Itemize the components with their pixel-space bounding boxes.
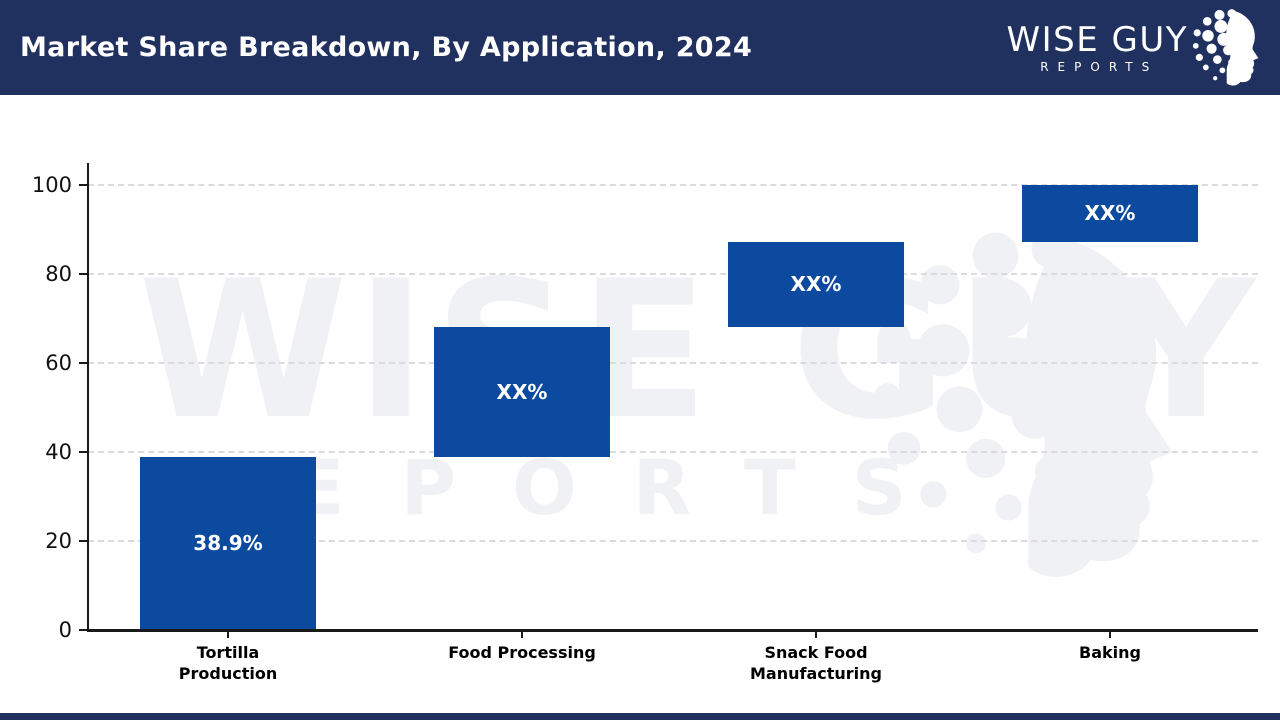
y-tick-mark xyxy=(79,362,88,364)
y-tick-label-0: 0 xyxy=(58,618,72,642)
x-tick-mark xyxy=(1109,630,1111,638)
header: Market Share Breakdown, By Application, … xyxy=(0,0,1280,95)
y-tick-label-60: 60 xyxy=(45,351,72,375)
y-tick-mark xyxy=(79,451,88,453)
category-label-tortilla-production: Tortilla Production xyxy=(178,643,278,683)
y-tick-mark xyxy=(79,540,88,542)
bar-value-label-baking: XX% xyxy=(1084,201,1136,226)
y-tick-label-100: 100 xyxy=(31,173,72,197)
y-tick-label-40: 40 xyxy=(45,440,72,464)
bar-snack-food-manufacturing xyxy=(728,241,904,327)
category-label-snack-food-manufacturing: Snack Food Manufacturing xyxy=(750,643,882,683)
gridline-40 xyxy=(88,451,1258,453)
wiseguy-head-icon xyxy=(1190,8,1262,88)
gridline-60 xyxy=(88,362,1258,364)
page-title: Market Share Breakdown, By Application, … xyxy=(20,32,753,63)
y-axis-line xyxy=(87,163,89,632)
logo-reports-text: REPORTS xyxy=(1040,59,1159,74)
category-label-baking: Baking xyxy=(1079,643,1141,662)
bar-value-label-snack-food-manufacturing: XX% xyxy=(790,272,842,297)
y-tick-mark xyxy=(79,184,88,186)
watermark-head-icon xyxy=(860,226,1190,586)
bar-baking xyxy=(1022,185,1198,242)
wiseguy-logo: WISE GUY REPORTS xyxy=(1006,8,1262,88)
category-label-food-processing: Food Processing xyxy=(448,643,596,662)
gridline-80 xyxy=(88,273,1258,275)
x-axis-line xyxy=(87,629,1258,632)
y-tick-label-20: 20 xyxy=(45,529,72,553)
y-tick-label-80: 80 xyxy=(45,262,72,286)
bar-tortilla-production xyxy=(140,456,316,630)
x-tick-mark xyxy=(815,630,817,638)
footer-bar xyxy=(0,713,1280,720)
gridline-100 xyxy=(88,184,1258,186)
x-tick-mark xyxy=(521,630,523,638)
y-tick-mark xyxy=(79,273,88,275)
gridline-20 xyxy=(88,540,1258,542)
x-tick-mark xyxy=(227,630,229,638)
bar-value-label-tortilla-production: 38.9% xyxy=(193,531,263,556)
y-tick-mark xyxy=(79,629,88,631)
bar-food-processing xyxy=(434,326,610,457)
bar-value-label-food-processing: XX% xyxy=(496,379,548,404)
logo-brand-text: WISE GUY xyxy=(1006,19,1188,60)
wiseguy-logo-text: WISE GUY REPORTS xyxy=(1006,23,1188,73)
